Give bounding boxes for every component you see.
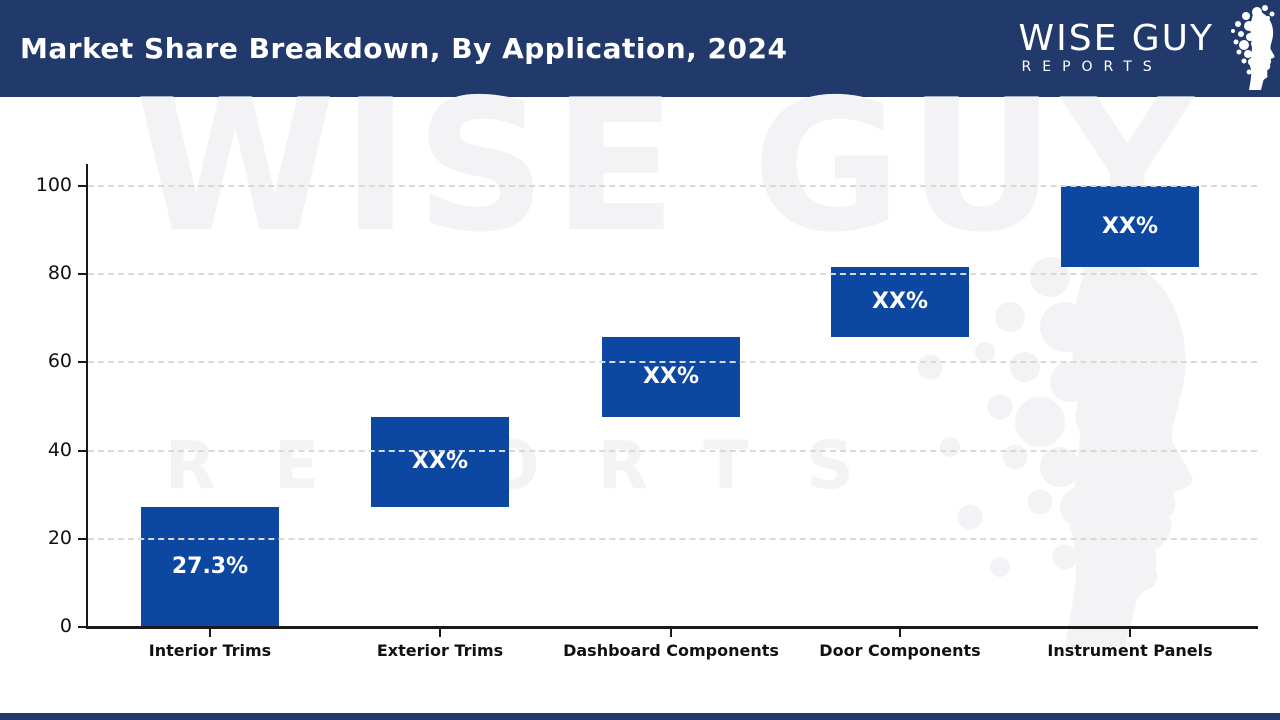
y-axis-tick [78,361,86,364]
y-tick-label: 100 [35,174,72,196]
y-tick-label: 80 [47,262,72,285]
gridline [88,537,1257,540]
head-dots-icon [1231,5,1275,90]
y-axis-tick [78,185,86,187]
y-tick-label: 20 [47,526,72,549]
y-tick-label: 60 [47,350,72,373]
footer-bar [0,713,1280,720]
bar-value-label: 27.3% [171,554,249,580]
brand-logo-text: WISE GUY REPORTS [1019,19,1215,76]
bar-value-label: XX% [412,449,468,475]
x-axis-tick [1129,629,1131,637]
brand-subtitle: REPORTS [1021,59,1163,76]
gridline [88,185,1257,187]
y-axis-tick [78,273,86,276]
x-category-label: Dashboard Components [563,641,779,660]
x-category-label: Interior Trims [148,641,272,660]
chart-title: Market Share Breakdown, By Application, … [20,32,788,65]
x-category-label: Instrument Panels [1047,641,1213,660]
header-bar: Market Share Breakdown, By Application, … [0,0,1280,97]
gridline [88,273,1257,276]
y-axis-tick [78,449,86,452]
x-axis-tick [439,629,441,637]
x-axis-line [86,626,1258,629]
chart-canvas: WISE GUY REPORTS 0 20 40 60 80 100 27.3% Interi… [0,60,1280,714]
bar-segment: XX% [371,417,509,507]
y-tick-label: 40 [47,438,72,461]
x-category-label: Exterior Trims [376,641,504,660]
x-axis-tick [899,629,901,637]
bar-value-label: XX% [643,364,699,390]
watermark-text-2: REPORTS [165,427,912,504]
gridline [88,449,1257,452]
brand-logo: WISE GUY REPORTS [1019,4,1280,90]
y-axis-tick [78,537,86,540]
x-category-label: Door Components [819,641,981,660]
watermark-head-icon [917,232,1193,647]
x-axis-tick [670,629,672,637]
gridline [88,361,1257,364]
bar-value-label: XX% [872,289,928,315]
bar-segment: XX% [602,336,740,418]
bar-value-label: XX% [1102,214,1158,240]
watermark-text-1: WISE GUY [135,60,1200,272]
x-axis-tick [209,629,211,637]
y-tick-label: 0 [59,615,72,637]
bar-segment: 27.3% [141,506,279,627]
bar-segment: XX% [1061,186,1199,268]
brand-name: WISE GUY [1018,17,1214,59]
bar-segment: XX% [831,267,969,337]
y-axis-tick [78,626,86,628]
y-axis-line [86,164,88,628]
